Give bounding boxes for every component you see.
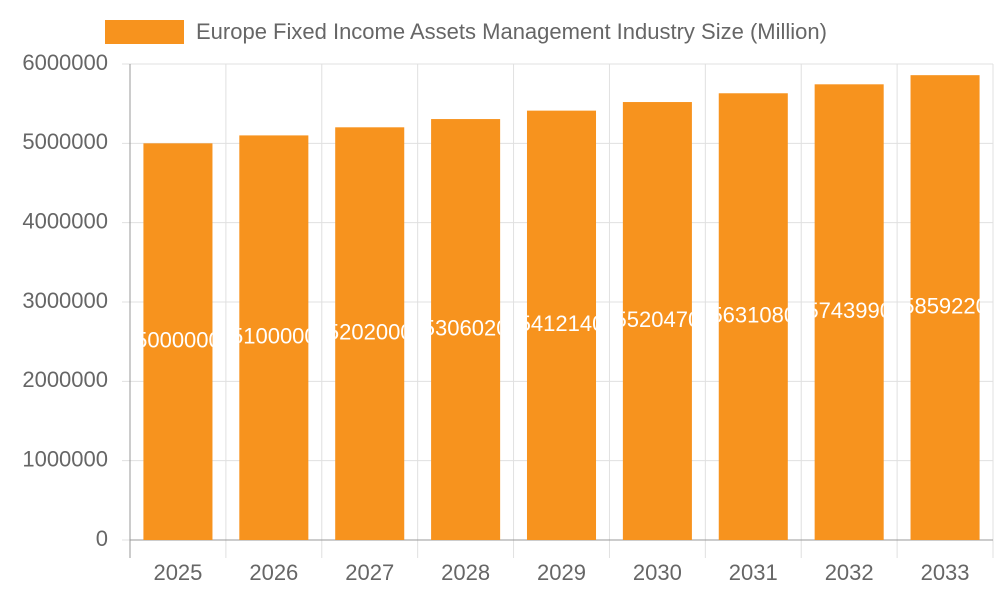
legend-swatch	[105, 20, 184, 44]
value-label: 5520470	[615, 307, 701, 332]
value-label: 5306020	[423, 315, 509, 340]
y-tick-label: 1000000	[22, 446, 108, 471]
value-label: 5631080	[710, 302, 796, 327]
x-tick-label: 2025	[153, 560, 202, 585]
x-tick-label: 2026	[249, 560, 298, 585]
x-tick-label: 2029	[537, 560, 586, 585]
x-tick-label: 2030	[633, 560, 682, 585]
x-tick-label: 2033	[921, 560, 970, 585]
x-tick-label: 2028	[441, 560, 490, 585]
value-label: 5000000	[135, 327, 221, 352]
bar	[526, 110, 597, 540]
y-tick-label: 5000000	[22, 129, 108, 154]
x-tick-label: 2027	[345, 560, 394, 585]
bar	[431, 119, 501, 540]
y-tick-label: 2000000	[22, 367, 108, 392]
x-tick-label: 2031	[729, 560, 778, 585]
y-tick-label: 6000000	[22, 50, 108, 75]
y-tick-label: 3000000	[22, 288, 108, 313]
bar	[335, 127, 405, 541]
value-label: 5859220	[902, 293, 988, 318]
bar	[718, 93, 788, 541]
bar	[143, 143, 213, 541]
bar	[622, 102, 692, 540]
bar	[910, 75, 980, 540]
y-tick-label: 0	[96, 526, 108, 551]
value-label: 5412140	[519, 311, 605, 336]
bar	[814, 84, 884, 541]
y-tick-label: 4000000	[22, 208, 108, 233]
value-label: 5202000	[327, 319, 413, 344]
x-tick-label: 2032	[825, 560, 874, 585]
legend-label: Europe Fixed Income Assets Management In…	[196, 19, 827, 44]
bar	[239, 135, 309, 540]
value-label: 5743990	[806, 298, 892, 323]
value-label: 5100000	[231, 324, 317, 349]
